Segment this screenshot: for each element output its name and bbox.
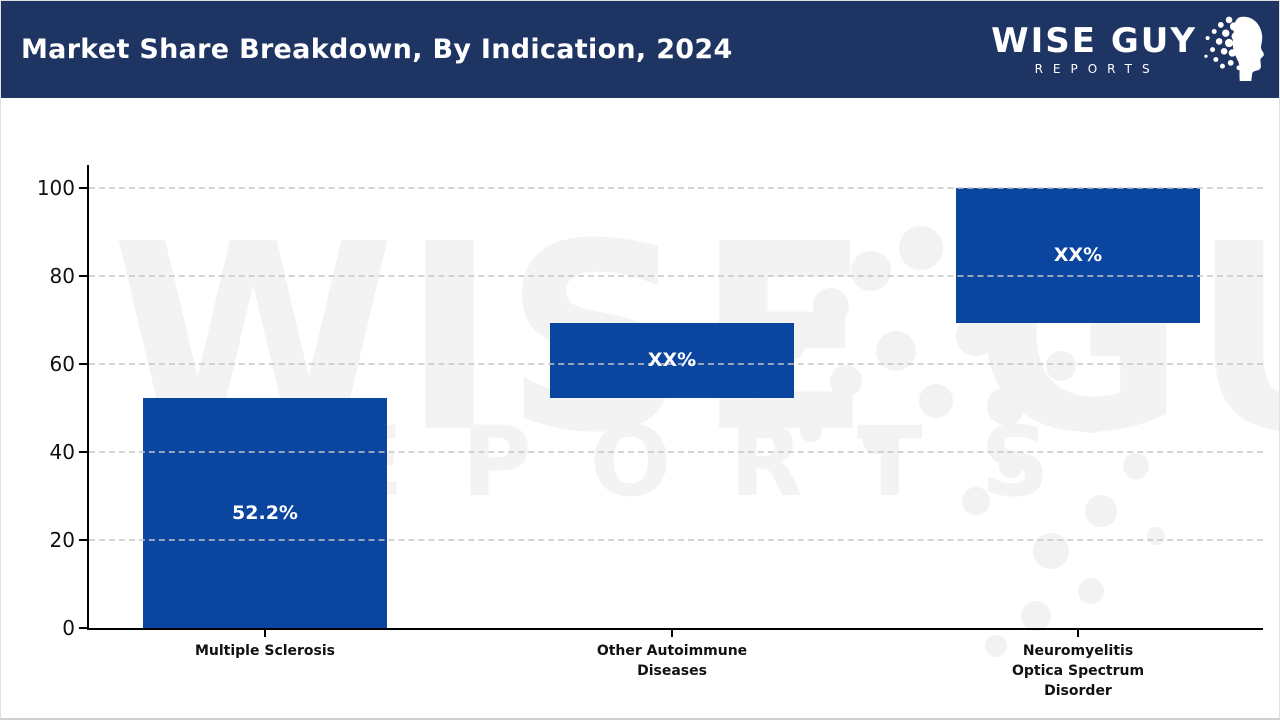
chart-area: WISE GUY REPORTS 52.2%XX%XX%020406080100…	[1, 98, 1279, 718]
x-category-label-line: Optica Spectrum	[1011, 663, 1145, 679]
x-tick-mark-2	[671, 630, 673, 637]
bar-2	[550, 322, 794, 399]
dotted-head-logo-icon	[1201, 9, 1267, 91]
y-tick-mark-60	[79, 363, 87, 365]
bar-3	[956, 188, 1200, 323]
gridline-100	[89, 187, 1263, 189]
y-tick-mark-80	[79, 275, 87, 277]
gridline-40	[89, 451, 1263, 453]
gridline-80	[89, 275, 1263, 277]
x-category-label-2: Other Autoimmune Diseases	[597, 641, 747, 681]
x-category-label-1: Multiple Sclerosis	[195, 641, 335, 661]
y-tick-label-60: 60	[49, 352, 75, 376]
y-tick-label-20: 20	[49, 528, 75, 552]
y-tick-mark-20	[79, 539, 87, 541]
bar-value-label: 52.2%	[232, 502, 298, 525]
x-category-label-line: Other Autoimmune	[596, 643, 748, 659]
page-title: Market Share Breakdown, By Indication, 2…	[21, 34, 733, 65]
gridline-20	[89, 539, 1263, 541]
y-tick-mark-100	[79, 187, 87, 189]
gridline-60	[89, 363, 1263, 365]
bar-1	[143, 398, 387, 628]
logo-wiseguy-text: WISE GUY	[991, 20, 1197, 61]
x-axis-line	[87, 628, 1263, 630]
y-tick-mark-40	[79, 451, 87, 453]
y-tick-mark-0	[79, 627, 87, 629]
bar-value-label: XX%	[647, 349, 697, 372]
y-tick-label-80: 80	[49, 264, 75, 288]
logo-text: WISE GUY REPORTS	[991, 24, 1197, 76]
x-category-label-line: Neuromyelitis	[1022, 643, 1134, 659]
y-tick-label-0: 0	[62, 616, 75, 640]
x-tick-mark-1	[264, 630, 266, 637]
wise-guy-logo: WISE GUY REPORTS	[991, 9, 1267, 91]
x-category-label-line: Disorder	[1044, 683, 1112, 699]
y-tick-label-40: 40	[49, 440, 75, 464]
header-bar: Market Share Breakdown, By Indication, 2…	[1, 1, 1279, 98]
logo-reports-text: REPORTS	[1034, 61, 1160, 76]
y-axis-line	[87, 165, 89, 630]
x-category-label-line: Multiple Sclerosis	[194, 643, 336, 659]
x-category-label-line: Diseases	[637, 663, 707, 679]
y-tick-label-100: 100	[36, 176, 75, 200]
x-tick-mark-3	[1077, 630, 1079, 637]
x-category-label-3: Neuromyelitis Optica Spectrum Disorder	[1012, 641, 1144, 701]
bar-value-label: XX%	[1053, 244, 1103, 267]
